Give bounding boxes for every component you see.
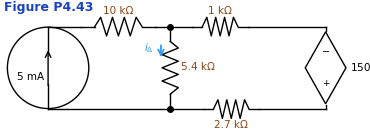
Text: 5.4 kΩ: 5.4 kΩ bbox=[181, 61, 215, 72]
Text: 2.7 kΩ: 2.7 kΩ bbox=[214, 120, 248, 130]
Text: 1 kΩ: 1 kΩ bbox=[208, 6, 232, 16]
Text: −: − bbox=[322, 47, 330, 57]
Text: 5 mA: 5 mA bbox=[17, 72, 44, 82]
Text: Figure P4.43: Figure P4.43 bbox=[4, 1, 93, 14]
Text: 10 kΩ: 10 kΩ bbox=[103, 6, 134, 16]
Text: +: + bbox=[322, 80, 329, 88]
Text: 150 $i_\Delta$: 150 $i_\Delta$ bbox=[350, 61, 370, 75]
Text: $i_\Delta$: $i_\Delta$ bbox=[144, 41, 154, 55]
